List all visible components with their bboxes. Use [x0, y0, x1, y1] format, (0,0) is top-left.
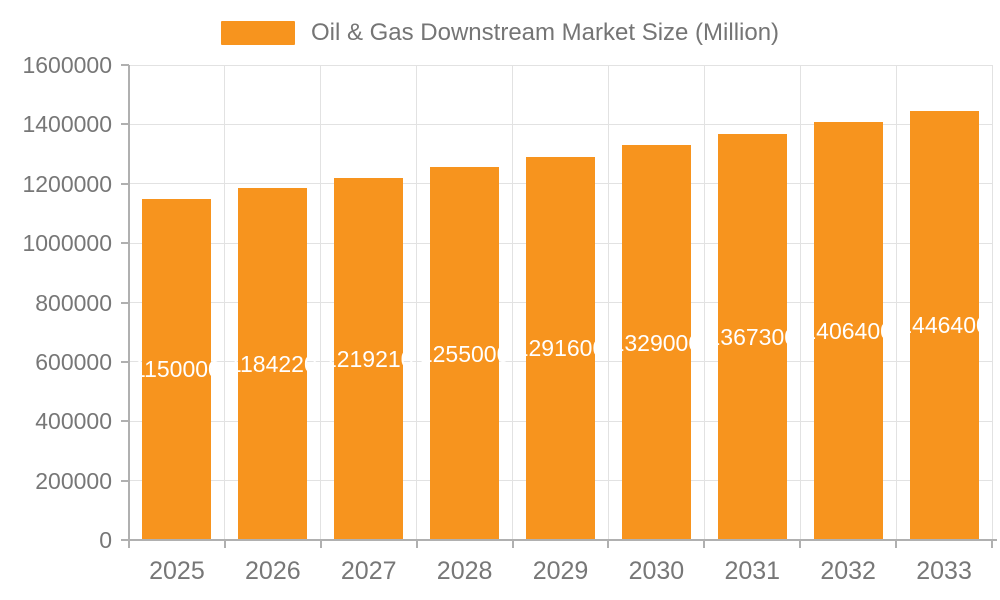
- v-gridline: [991, 65, 993, 540]
- v-gridline: [224, 65, 226, 540]
- x-axis-tick: [319, 540, 322, 548]
- y-axis-tick: [121, 242, 129, 245]
- x-axis-tick-label: 2031: [724, 557, 781, 585]
- y-axis-tick: [121, 301, 129, 304]
- x-axis-tick-label: 2028: [436, 557, 493, 585]
- x-axis-tick-label: 2033: [916, 557, 972, 585]
- bar-2025[interactable]: [142, 198, 212, 540]
- legend-swatch-icon[interactable]: [220, 21, 295, 45]
- h-gridline: [129, 64, 992, 66]
- v-gridline: [895, 65, 897, 540]
- x-axis-tick-label: 2030: [628, 557, 685, 585]
- x-axis-tick: [607, 540, 610, 548]
- y-axis-tick: [121, 479, 129, 482]
- y-axis-tick: [121, 420, 129, 423]
- y-axis-tick-label: 0: [99, 527, 112, 553]
- bar-2030[interactable]: [621, 145, 691, 540]
- x-axis-line: [121, 539, 997, 541]
- y-axis-tick: [121, 360, 129, 363]
- v-gridline: [799, 65, 801, 540]
- bar-2029[interactable]: [526, 156, 595, 540]
- x-axis-tick-label: 2029: [532, 557, 589, 585]
- legend[interactable]: Oil & Gas Downstream Market Size (Millio…: [0, 18, 1000, 48]
- y-axis-tick: [121, 123, 129, 126]
- bar-2026[interactable]: [238, 188, 308, 540]
- x-axis-tick-label: 2025: [149, 557, 205, 585]
- v-gridline: [512, 65, 514, 540]
- legend-label[interactable]: Oil & Gas Downstream Market Size (Millio…: [310, 19, 780, 46]
- bar-2028[interactable]: [430, 167, 500, 540]
- x-axis-tick: [511, 540, 514, 548]
- y-axis-tick-label: 1600000: [22, 52, 112, 78]
- y-axis-tick-label: 1000000: [22, 230, 112, 257]
- x-axis-tick: [223, 540, 226, 548]
- x-axis-tick: [415, 540, 418, 548]
- y-axis-tick: [121, 182, 129, 185]
- v-gridline: [416, 65, 418, 540]
- bar-2027[interactable]: [334, 178, 404, 540]
- x-axis-tick: [895, 540, 898, 548]
- x-axis-tick-label: 2027: [340, 557, 397, 585]
- y-axis-tick: [121, 64, 129, 66]
- bar-2031[interactable]: [717, 134, 787, 540]
- v-gridline: [607, 65, 609, 540]
- h-gridline: [129, 123, 992, 125]
- y-axis-tick-label: 1200000: [22, 170, 112, 197]
- y-axis-line: [128, 65, 130, 548]
- bar-2032[interactable]: [813, 122, 883, 540]
- x-axis-tick: [991, 540, 993, 548]
- x-axis-tick: [703, 540, 706, 548]
- bar-2033[interactable]: [909, 110, 979, 540]
- y-axis-tick-label: 800000: [35, 289, 112, 316]
- x-axis-tick-label: 2032: [820, 557, 876, 585]
- y-axis-tick-label: 1400000: [22, 111, 112, 138]
- y-axis-tick-label: 600000: [35, 348, 112, 375]
- v-gridline: [320, 65, 322, 540]
- y-axis-tick-label: 400000: [35, 408, 112, 435]
- x-axis-tick: [799, 540, 802, 548]
- x-axis-tick-label: 2026: [245, 557, 301, 585]
- y-axis-tick-label: 200000: [35, 467, 112, 494]
- v-gridline: [703, 65, 705, 540]
